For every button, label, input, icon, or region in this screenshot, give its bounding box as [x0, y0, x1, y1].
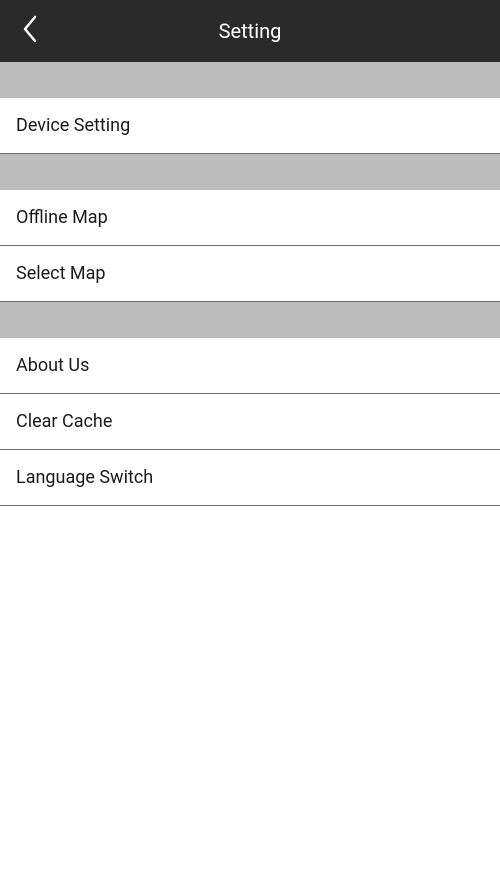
list-item-label: Select Map — [16, 263, 106, 284]
list-item-device-setting[interactable]: Device Setting — [0, 98, 500, 154]
list-item-label: About Us — [16, 355, 89, 376]
list-item-label: Device Setting — [16, 115, 130, 136]
list-item-label: Language Switch — [16, 467, 153, 488]
section-gap — [0, 302, 500, 338]
page-title: Setting — [0, 19, 500, 43]
list-item-label: Clear Cache — [16, 411, 112, 432]
list-item-offline-map[interactable]: Offline Map — [0, 190, 500, 246]
back-button[interactable] — [8, 9, 52, 53]
list-item-select-map[interactable]: Select Map — [0, 246, 500, 302]
list-item-clear-cache[interactable]: Clear Cache — [0, 394, 500, 450]
section-gap — [0, 154, 500, 190]
header: Setting — [0, 0, 500, 62]
list-item-about-us[interactable]: About Us — [0, 338, 500, 394]
list-item-language-switch[interactable]: Language Switch — [0, 450, 500, 506]
list-item-label: Offline Map — [16, 207, 108, 228]
chevron-left-icon — [21, 14, 39, 48]
section-gap — [0, 62, 500, 98]
